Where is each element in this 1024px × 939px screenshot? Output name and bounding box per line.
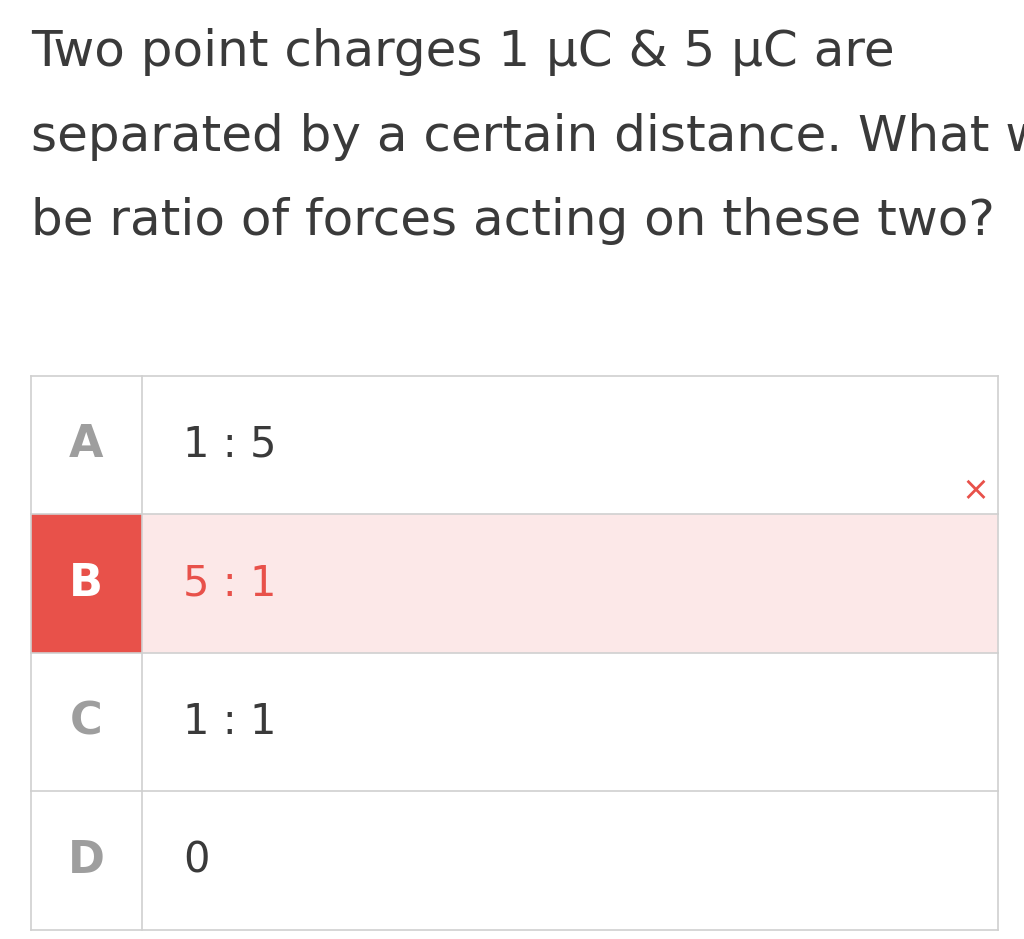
Text: B: B [70,562,103,605]
Bar [31,791,142,930]
Bar [31,514,998,653]
Bar [31,653,142,791]
Text: C: C [70,700,102,744]
Bar [31,376,998,514]
Text: ×: × [962,473,990,506]
Text: Two point charges 1 μC & 5 μC are: Two point charges 1 μC & 5 μC are [31,28,894,76]
Bar [31,791,998,930]
Bar [31,653,998,791]
Text: 1 : 5: 1 : 5 [183,423,276,466]
Text: A: A [69,423,103,467]
Bar [31,514,142,653]
Text: D: D [68,839,104,882]
Text: separated by a certain distance. What will: separated by a certain distance. What wi… [31,113,1024,161]
Text: 1 : 1: 1 : 1 [183,700,276,743]
Text: 5 : 1: 5 : 1 [183,562,276,605]
Text: be ratio of forces acting on these two?: be ratio of forces acting on these two? [31,197,994,245]
Bar [31,376,142,514]
Text: 0: 0 [183,839,210,882]
